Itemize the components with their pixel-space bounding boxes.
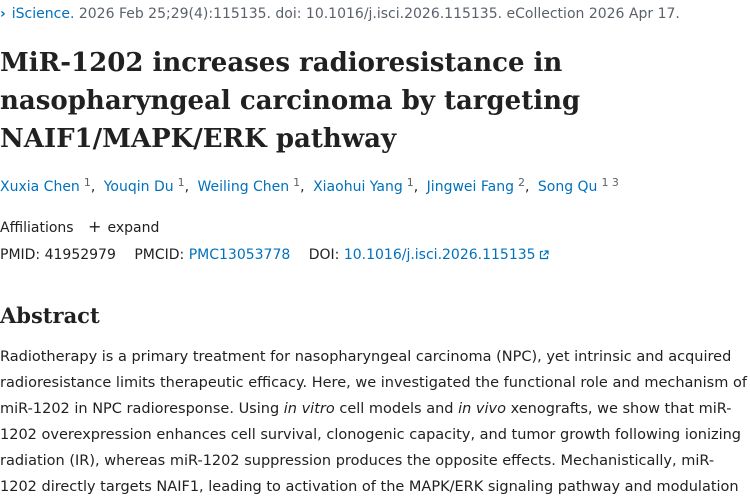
external-link-icon <box>539 250 549 260</box>
author-affiliation-ref[interactable]: 1 <box>406 176 414 189</box>
author-item: Xiaohui Yang 1 <box>313 176 414 195</box>
author-affiliation-ref[interactable]: 1 <box>83 176 91 189</box>
pmid-value: 41952979 <box>44 247 116 263</box>
citation-details: 2026 Feb 25;29(4):115135. doi: 10.1016/j… <box>78 6 680 22</box>
author-item: Song Qu 1 3 <box>537 176 619 195</box>
author-list: Xuxia Chen 1, Youqin Du 1, Weiling Chen 1, … <box>0 176 619 199</box>
doi-link[interactable]: 10.1016/j.isci.2026.115135 <box>344 247 549 263</box>
affiliations-row: Affiliations + expand <box>0 216 159 239</box>
author-separator: , <box>90 179 96 195</box>
pmcid-link[interactable]: PMC13053778 <box>188 247 291 263</box>
journal-link[interactable]: iScience. <box>11 6 75 22</box>
author-affiliation-ref[interactable]: 1 <box>293 176 301 189</box>
abstract-text-segment: cell models and <box>334 401 459 417</box>
author-item: Weiling Chen 1 <box>197 176 301 195</box>
author-affiliation-ref[interactable]: 1 <box>177 176 185 189</box>
author-link[interactable]: Xiaohui Yang <box>313 179 403 195</box>
pmcid-label: PMCID: <box>134 247 185 263</box>
chevron-right-icon[interactable]: › <box>0 6 6 22</box>
abstract-text-segment: Radiotherapy is a primary treatment for … <box>0 349 747 417</box>
author-link[interactable]: Weiling Chen <box>197 179 290 195</box>
plus-icon: + <box>88 217 102 236</box>
abstract-italic-term: in vivo <box>458 401 506 417</box>
author-affiliation-ref[interactable]: 2 <box>517 176 525 189</box>
article-title: MiR-1202 increases radioresistance in na… <box>0 48 581 154</box>
author-separator: , <box>300 179 305 195</box>
abstract-text-segment: xenografts, we show that miR-1202 overex… <box>0 401 742 495</box>
author-separator: , <box>524 179 530 195</box>
author-item: Youqin Du 1 <box>103 176 185 195</box>
author-item: Xuxia Chen 1 <box>0 176 91 195</box>
author-separator: , <box>184 179 190 195</box>
author-link[interactable]: Jingwei Fang <box>426 179 514 195</box>
author-item: Jingwei Fang 2 <box>426 176 525 195</box>
citation-line: › iScience. 2026 Feb 25;29(4):115135. doi… <box>0 4 680 24</box>
abstract-paragraph: Radiotherapy is a primary treatment for … <box>0 344 748 500</box>
identifiers-row: PMID: 41952979 PMCID: PMC13053778 DOI: 1… <box>0 244 549 266</box>
abstract-italic-term: in vitro <box>283 401 335 417</box>
author-link[interactable]: Xuxia Chen <box>0 179 80 195</box>
doi-value: 10.1016/j.isci.2026.115135 <box>343 247 536 263</box>
abstract-heading: Abstract <box>0 303 100 328</box>
affiliations-expand-button[interactable]: + expand <box>88 217 160 236</box>
author-link[interactable]: Youqin Du <box>103 179 174 195</box>
author-link[interactable]: Song Qu <box>537 179 598 195</box>
pmid-label: PMID: <box>0 247 41 263</box>
author-affiliation-ref[interactable]: 1 3 <box>601 176 619 189</box>
expand-label: expand <box>107 220 160 236</box>
doi-label: DOI: <box>308 247 340 263</box>
author-separator: , <box>413 179 419 195</box>
affiliations-label: Affiliations <box>0 220 74 236</box>
